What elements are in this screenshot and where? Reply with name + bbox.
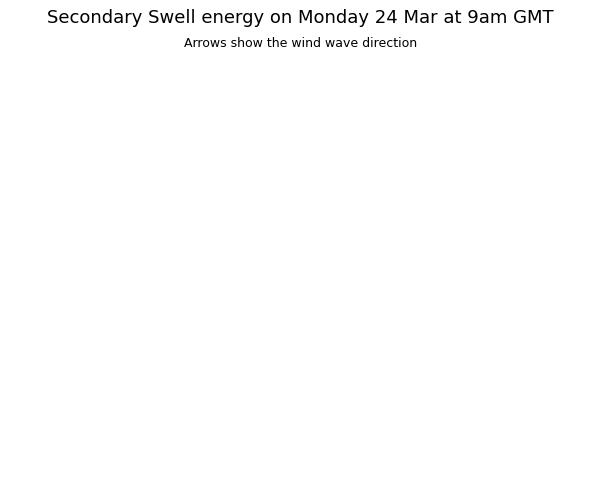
Text: Arrows show the wind wave direction: Arrows show the wind wave direction [184,37,417,50]
Text: Secondary Swell energy on Monday 24 Mar at 9am GMT: Secondary Swell energy on Monday 24 Mar … [47,9,554,27]
Text: cartopy required: cartopy required [243,261,358,275]
